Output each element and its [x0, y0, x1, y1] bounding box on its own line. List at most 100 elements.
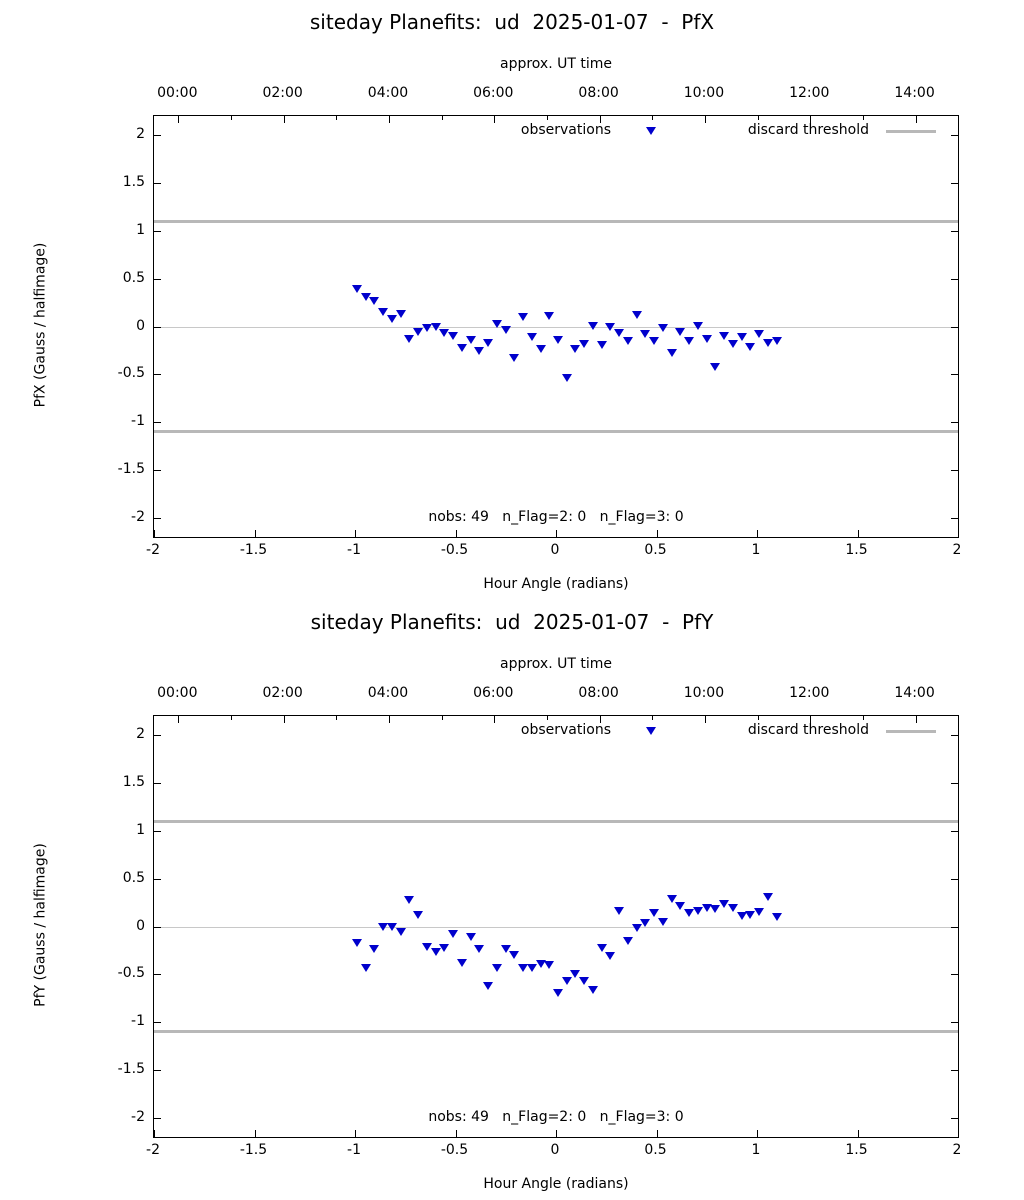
- observation-marker: [474, 945, 485, 954]
- observation-marker: [657, 917, 668, 926]
- x-tick-label: -1.5: [239, 1142, 268, 1158]
- ut-minor-tick-mark: [757, 716, 759, 720]
- ut-minor-tick-mark: [441, 716, 443, 720]
- ut-minor-tick-mark: [862, 116, 864, 120]
- x-tick-label: -1: [347, 542, 361, 558]
- y-tick-mark-right: [951, 422, 958, 424]
- observation-marker: [386, 923, 397, 932]
- observation-marker: [570, 345, 581, 354]
- x-axis-label: Hour Angle (radians): [483, 576, 629, 592]
- x-tick-label: 1.5: [845, 1142, 868, 1158]
- ut-minor-tick-mark: [230, 716, 232, 720]
- observation-marker: [448, 930, 459, 939]
- ut-tick-mark: [915, 116, 917, 123]
- observation-marker: [526, 963, 537, 972]
- y-tick-label: -1.5: [117, 1061, 145, 1078]
- y-tick-label: -0.5: [117, 365, 145, 382]
- y-tick-mark: [154, 735, 161, 737]
- observation-marker: [666, 349, 677, 358]
- y-tick-label: 2: [136, 126, 145, 143]
- observation-marker: [701, 904, 712, 913]
- x-tick-mark: [455, 1130, 457, 1137]
- x-tick-label: -2: [146, 1142, 160, 1158]
- legend-observations-label: observations: [520, 122, 611, 138]
- y-tick-mark: [154, 422, 161, 424]
- ut-minor-tick-mark: [546, 716, 548, 720]
- y-tick-label: 1: [136, 221, 145, 238]
- observation-marker: [692, 907, 703, 916]
- observation-marker: [587, 321, 598, 330]
- observation-marker: [640, 330, 651, 339]
- observation-marker: [369, 296, 380, 305]
- x-tick-mark: [958, 530, 959, 537]
- observation-marker: [509, 354, 520, 363]
- observation-marker: [413, 911, 424, 920]
- observation-marker: [719, 900, 730, 909]
- observation-marker: [395, 928, 406, 937]
- x-tick-mark: [556, 1130, 557, 1137]
- observation-marker: [465, 933, 476, 942]
- ut-tick-label: 00:00: [157, 85, 198, 101]
- y-tick-mark-right: [951, 1117, 958, 1119]
- y-tick-mark-right: [951, 326, 958, 328]
- x-tick-mark: [857, 530, 859, 537]
- ut-tick-mark: [810, 116, 812, 123]
- observation-marker: [439, 943, 450, 952]
- observation-marker: [474, 347, 485, 356]
- observation-marker: [369, 944, 380, 953]
- observation-marker: [745, 342, 756, 351]
- x-tick-label: 0: [550, 1142, 560, 1158]
- ut-minor-tick-mark: [757, 116, 759, 120]
- x-tick-label: 2: [952, 1142, 962, 1158]
- plot-area: observations discard threshold nobs: 49 …: [153, 715, 959, 1138]
- y-tick-mark: [154, 470, 161, 472]
- zero-line: [154, 326, 958, 328]
- y-tick-mark: [154, 374, 161, 376]
- x-tick-label: 1: [751, 542, 761, 558]
- ut-tick-mark: [704, 716, 706, 723]
- x-tick-mark: [455, 530, 457, 537]
- observation-marker: [640, 918, 651, 927]
- observation-marker: [483, 981, 494, 990]
- observation-marker: [378, 923, 389, 932]
- observation-marker: [622, 936, 633, 945]
- observation-marker: [745, 911, 756, 920]
- ut-tick-label: 08:00: [578, 85, 619, 101]
- pfy-chart: siteday Planefits: ud 2025-01-07 - PfY a…: [0, 600, 1024, 1200]
- observation-marker: [579, 977, 590, 986]
- y-axis-label: PfY (Gauss / halfimage): [32, 843, 49, 1007]
- observation-marker: [421, 942, 432, 951]
- x-tick-label: 0: [550, 542, 560, 558]
- x-tick-mark: [556, 530, 557, 537]
- ut-tick-mark: [283, 116, 285, 123]
- y-tick-label: 2: [136, 726, 145, 743]
- observation-marker: [657, 324, 668, 333]
- y-tick-mark-right: [951, 926, 958, 928]
- observation-marker: [448, 332, 459, 341]
- observation-marker: [649, 336, 660, 345]
- ut-tick-mark: [810, 716, 812, 723]
- observation-marker: [456, 958, 467, 967]
- observation-marker: [692, 321, 703, 330]
- y-tick-mark-right: [951, 230, 958, 232]
- observation-marker: [666, 894, 677, 903]
- observation-marker: [736, 911, 747, 920]
- y-tick-mark-right: [951, 782, 958, 784]
- observation-marker: [526, 333, 537, 342]
- y-tick-mark: [154, 326, 161, 328]
- observation-marker: [675, 902, 686, 911]
- y-tick-label: 0: [136, 317, 145, 334]
- observation-marker: [378, 308, 389, 317]
- observation-marker: [561, 374, 572, 383]
- x-tick-mark: [254, 1130, 256, 1137]
- observation-marker: [404, 895, 415, 904]
- observation-marker: [386, 314, 397, 323]
- observation-marker: [360, 292, 371, 301]
- zero-line: [154, 926, 958, 928]
- observation-marker: [413, 328, 424, 337]
- discard-threshold-line: [154, 430, 958, 434]
- x-tick-mark: [154, 530, 155, 537]
- ut-tick-mark: [283, 716, 285, 723]
- discard-threshold-line: [154, 219, 958, 223]
